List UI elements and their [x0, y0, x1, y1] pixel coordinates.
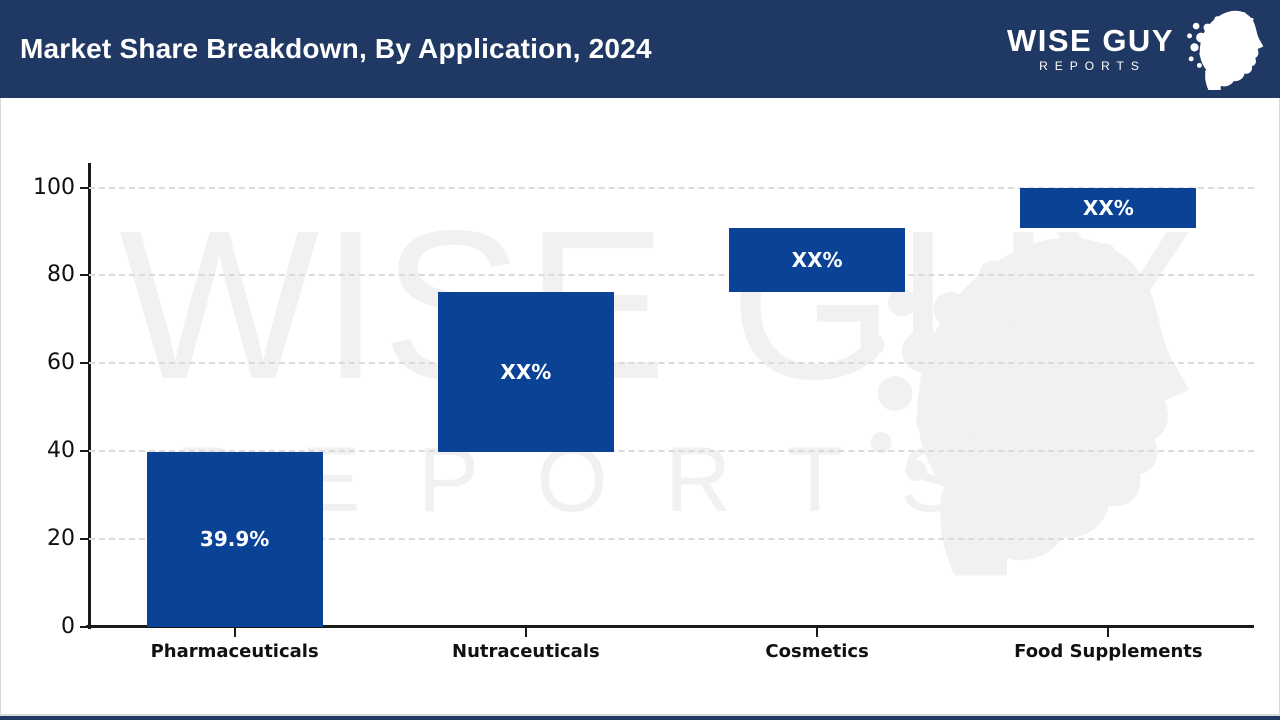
y-axis-tick-label: 0 — [61, 614, 75, 639]
header-bar: Market Share Breakdown, By Application, … — [0, 0, 1280, 98]
y-axis-tick-label: 80 — [47, 262, 75, 288]
x-axis-tick — [233, 628, 236, 637]
brand-logo-text: WISE GUY REPORTS — [1006, 22, 1174, 74]
x-category-label: Cosmetics — [765, 641, 869, 662]
y-axis-tick-label: 60 — [47, 350, 75, 376]
y-axis-tick — [80, 626, 89, 628]
y-axis-line — [88, 163, 91, 629]
bar-segment: XX% — [1020, 187, 1197, 229]
brand-logo: WISE GUY REPORTS — [1007, 0, 1266, 98]
y-axis-tick — [80, 274, 89, 277]
gridline — [89, 186, 1254, 189]
gridline — [89, 538, 1254, 541]
gridline — [89, 274, 1254, 277]
x-category-label: Food Supplements — [1014, 641, 1203, 662]
y-axis-tick-label: 20 — [47, 526, 75, 552]
bar-value-label: XX% — [791, 248, 843, 272]
y-axis-tick-label: 40 — [47, 438, 75, 464]
x-category-label: Nutraceuticals — [452, 641, 600, 662]
brand-name: WISE GUY — [1006, 22, 1174, 58]
bar-value-label: XX% — [1082, 195, 1134, 220]
bar-segment: XX% — [729, 228, 906, 292]
y-axis-tick-label: 100 — [33, 174, 75, 200]
bar-segment: 39.9% — [146, 451, 323, 627]
x-axis-tick — [524, 628, 527, 637]
y-axis-tick — [80, 186, 89, 189]
brand-subtitle: REPORTS — [1039, 59, 1146, 74]
gridline — [89, 362, 1254, 365]
x-axis-tick — [816, 628, 819, 637]
footer-divider — [0, 714, 1280, 716]
footer-bar — [0, 716, 1280, 720]
bar-value-label: 39.9% — [199, 527, 270, 552]
chart-canvas: WISE GUY REPORTS — [0, 98, 1280, 714]
y-axis-tick — [80, 450, 89, 453]
plot-area: 0 20 40 60 80 100 39.9% Pharmaceuticals XX% Nutra… — [1, 98, 1280, 714]
x-axis-line — [86, 625, 1254, 628]
dotted-face-icon — [1187, 10, 1264, 90]
gridline — [89, 450, 1254, 453]
x-axis-tick — [1107, 628, 1110, 637]
y-axis-tick — [80, 362, 89, 365]
page-title: Market Share Breakdown, By Application, … — [20, 33, 652, 64]
bar-segment: XX% — [437, 291, 614, 452]
x-category-label: Pharmaceuticals — [150, 641, 319, 662]
bar-value-label: XX% — [500, 359, 552, 384]
y-axis-tick — [80, 538, 89, 541]
